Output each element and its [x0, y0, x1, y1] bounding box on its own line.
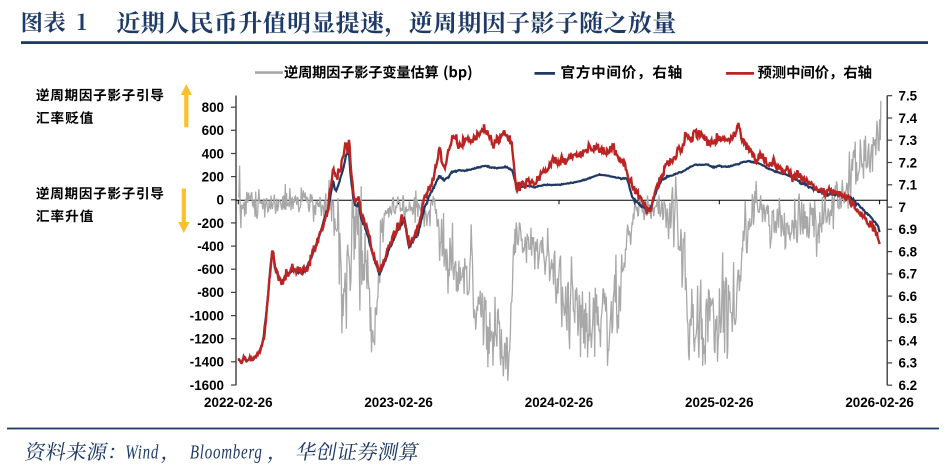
svg-text:Bloomberg: Bloomberg — [190, 440, 263, 463]
svg-text:7.4: 7.4 — [899, 111, 918, 126]
svg-text:-600: -600 — [197, 262, 224, 277]
svg-text:2026-02-26: 2026-02-26 — [845, 395, 914, 410]
svg-text:7.1: 7.1 — [899, 178, 918, 193]
svg-text:7: 7 — [899, 200, 906, 215]
svg-text:7.5: 7.5 — [899, 89, 918, 104]
svg-text:-200: -200 — [197, 216, 224, 231]
svg-text:-1600: -1600 — [190, 378, 224, 393]
svg-text:7.3: 7.3 — [899, 133, 918, 148]
svg-text:6.5: 6.5 — [899, 311, 918, 326]
svg-text:400: 400 — [202, 146, 224, 161]
svg-text:2024-02-26: 2024-02-26 — [525, 395, 594, 410]
svg-text:7.2: 7.2 — [899, 155, 918, 170]
svg-text:800: 800 — [202, 100, 224, 115]
svg-text:6.8: 6.8 — [899, 244, 918, 259]
svg-text:6.2: 6.2 — [899, 378, 918, 393]
svg-text:6.4: 6.4 — [899, 334, 918, 349]
svg-text:6.6: 6.6 — [899, 289, 918, 304]
svg-text:6.7: 6.7 — [899, 267, 918, 282]
svg-text:2025-02-26: 2025-02-26 — [685, 395, 754, 410]
svg-text:-1400: -1400 — [190, 355, 224, 370]
svg-text:Wind: Wind — [125, 440, 159, 463]
svg-text:200: 200 — [202, 169, 224, 184]
svg-text:-1000: -1000 — [190, 308, 224, 323]
svg-text:0: 0 — [217, 193, 224, 208]
svg-text:6.9: 6.9 — [899, 222, 918, 237]
svg-text:2022-02-26: 2022-02-26 — [204, 395, 273, 410]
svg-text:-1200: -1200 — [190, 332, 224, 347]
svg-text:-400: -400 — [197, 239, 224, 254]
svg-text:600: 600 — [202, 123, 224, 138]
svg-text:-800: -800 — [197, 285, 224, 300]
svg-text:6.3: 6.3 — [899, 356, 918, 371]
svg-text:2023-02-26: 2023-02-26 — [364, 395, 433, 410]
